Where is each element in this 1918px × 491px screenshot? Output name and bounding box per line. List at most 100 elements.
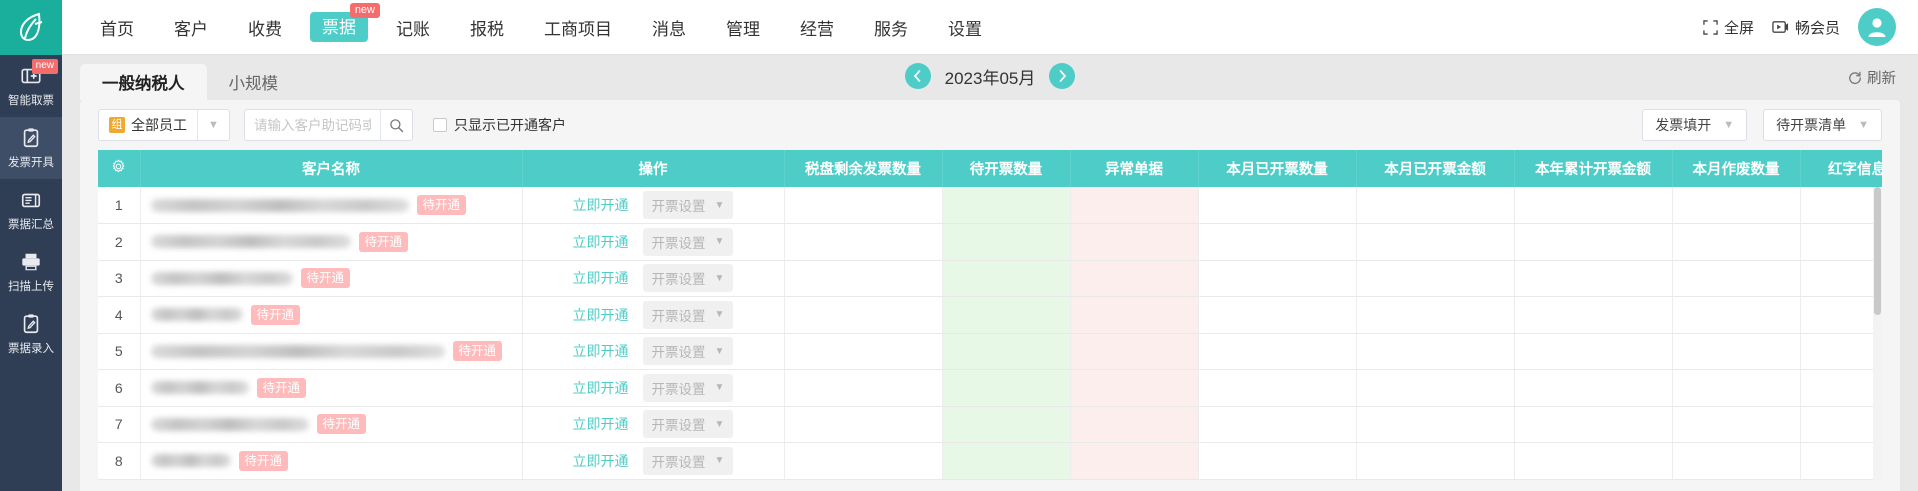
chevron-down-icon: ▼ xyxy=(714,455,725,467)
activate-now-link[interactable]: 立即开通 xyxy=(572,270,629,287)
customer-name-cell: 待开通 xyxy=(140,223,523,261)
table-row[interactable]: 5 待开通 立即开通 开票设置 ▼ xyxy=(98,333,1882,370)
table-header-c1[interactable]: 税盘剩余发票数量 xyxy=(784,150,943,187)
invoice-settings-button[interactable]: 开票设置 ▼ xyxy=(642,227,734,256)
cell-c3 xyxy=(1070,223,1199,261)
chevron-down-icon: ▼ xyxy=(714,345,725,357)
nav-item-3[interactable]: 票据 new xyxy=(302,0,380,55)
tab-1[interactable]: 小规模 xyxy=(228,75,279,93)
nav-item-label: 首页 xyxy=(100,19,134,39)
chevron-down-icon[interactable]: ▼ xyxy=(197,110,229,140)
printer-icon xyxy=(20,251,42,278)
activate-now-link[interactable]: 立即开通 xyxy=(572,452,629,469)
next-month-button[interactable] xyxy=(1049,63,1076,89)
operation-cell: 立即开通 开票设置 ▼ xyxy=(522,442,785,480)
cell-c3 xyxy=(1070,406,1199,443)
only-activated-checkbox-wrap[interactable]: 只显示已开通客户 xyxy=(433,115,566,135)
table-row[interactable]: 4 待开通 立即开通 开票设置 ▼ xyxy=(98,296,1882,334)
activate-now-link[interactable]: 立即开通 xyxy=(572,416,629,433)
toolbar-button-0[interactable]: 发票填开 ▼ xyxy=(1642,109,1748,141)
invoice-settings-button[interactable]: 开票设置 ▼ xyxy=(642,191,734,219)
toolbar-button-label: 待开票清单 xyxy=(1776,117,1847,133)
invoice-settings-button[interactable]: 开票设置 ▼ xyxy=(642,264,734,293)
employee-filter-select[interactable]: 组 全部员工 ▼ xyxy=(98,109,230,141)
table-header-name[interactable]: 客户名称 xyxy=(140,150,523,187)
prev-month-button[interactable] xyxy=(904,63,931,89)
nav-item-1[interactable]: 客户 xyxy=(154,0,228,55)
table-scrollbar[interactable] xyxy=(1873,187,1882,480)
only-activated-checkbox[interactable] xyxy=(433,118,447,132)
invoice-settings-button[interactable]: 开票设置 ▼ xyxy=(642,373,734,402)
row-index: 6 xyxy=(98,369,141,407)
table-row[interactable]: 3 待开通 立即开通 开票设置 ▼ xyxy=(98,260,1882,297)
chevron-down-icon: ▼ xyxy=(714,309,725,321)
cell-c3 xyxy=(1070,369,1199,407)
member-button[interactable]: 畅会员 xyxy=(1772,17,1840,38)
nav-item-10[interactable]: 服务 xyxy=(854,0,928,55)
activate-now-link[interactable]: 立即开通 xyxy=(572,379,629,396)
nav-item-2[interactable]: 收费 xyxy=(228,0,302,55)
nav-item-5[interactable]: 报税 xyxy=(450,0,524,55)
activate-now-link[interactable]: 立即开通 xyxy=(572,343,629,360)
operation-cell: 立即开通 开票设置 ▼ xyxy=(522,187,785,224)
table-header-c5[interactable]: 本月已开票金额 xyxy=(1356,150,1515,187)
chevron-down-icon: ▼ xyxy=(1723,119,1735,131)
nav-item-9[interactable]: 经营 xyxy=(780,0,854,55)
nav-item-7[interactable]: 消息 xyxy=(632,0,706,55)
chevron-down-icon: ▼ xyxy=(714,199,725,211)
table-header-c3[interactable]: 异常单据 xyxy=(1070,150,1199,187)
cell-c8 xyxy=(1800,187,1882,224)
sidebar-item-2[interactable]: 票据汇总 xyxy=(0,179,62,241)
table-header-c2[interactable]: 待开票数量 xyxy=(942,150,1071,187)
invoice-settings-button[interactable]: 开票设置 ▼ xyxy=(642,410,734,439)
search-input[interactable] xyxy=(245,110,380,140)
table-row[interactable]: 2 待开通 立即开通 开票设置 ▼ xyxy=(98,223,1882,261)
cell-c1 xyxy=(784,333,943,370)
chevron-left-icon xyxy=(913,70,921,82)
sidebar-item-label: 发票开具 xyxy=(8,156,54,169)
app-logo[interactable] xyxy=(0,0,62,55)
invoice-settings-button[interactable]: 开票设置 ▼ xyxy=(642,337,734,366)
nav-item-0[interactable]: 首页 xyxy=(80,0,154,55)
table-row[interactable]: 6 待开通 立即开通 开票设置 ▼ xyxy=(98,369,1882,407)
member-label: 畅会员 xyxy=(1794,19,1840,37)
table-header-c6[interactable]: 本年累计开票金额 xyxy=(1514,150,1673,187)
refresh-button[interactable]: 刷新 xyxy=(1848,67,1896,88)
status-badge: 待开通 xyxy=(300,268,351,289)
table-scrollbar-thumb[interactable] xyxy=(1874,187,1881,315)
sidebar-item-0[interactable]: 智能取票 new xyxy=(0,55,62,117)
cell-c5 xyxy=(1356,260,1515,297)
table-row[interactable]: 7 待开通 立即开通 开票设置 ▼ xyxy=(98,406,1882,443)
invoice-settings-button[interactable]: 开票设置 ▼ xyxy=(642,446,734,475)
table-row[interactable]: 8 待开通 立即开通 开票设置 ▼ xyxy=(98,442,1882,480)
table-header-gear[interactable] xyxy=(98,150,141,187)
current-month-label: 2023年05月 xyxy=(944,68,1036,88)
activate-now-link[interactable]: 立即开通 xyxy=(572,233,629,250)
refresh-icon xyxy=(1849,71,1861,84)
fullscreen-button[interactable]: 全屏 xyxy=(1703,17,1754,38)
sidebar-item-4[interactable]: 票据录入 xyxy=(0,303,62,365)
toolbar-button-1[interactable]: 待开票清单 ▼ xyxy=(1763,109,1882,141)
nav-item-label: 经营 xyxy=(800,19,834,39)
nav-item-label: 消息 xyxy=(652,19,686,39)
table-header-c7[interactable]: 本月作废数量 xyxy=(1672,150,1801,187)
avatar[interactable] xyxy=(1858,8,1896,46)
sidebar-item-1[interactable]: 发票开具 xyxy=(0,117,62,179)
table-header-c8[interactable]: 红字信息单 xyxy=(1800,150,1882,187)
nav-item-4[interactable]: 记账 xyxy=(376,0,450,55)
nav-item-6[interactable]: 工商项目 xyxy=(524,0,632,55)
tab-0[interactable]: 一般纳税人 xyxy=(80,64,207,100)
invoice-settings-button[interactable]: 开票设置 ▼ xyxy=(642,300,734,329)
table-header-c4[interactable]: 本月已开票数量 xyxy=(1198,150,1357,187)
nav-item-8[interactable]: 管理 xyxy=(706,0,780,55)
cell-c7 xyxy=(1672,260,1801,297)
table-row[interactable]: 1 待开通 立即开通 开票设置 ▼ xyxy=(98,187,1882,224)
search-button[interactable] xyxy=(380,110,412,140)
nav-item-11[interactable]: 设置 xyxy=(928,0,1002,55)
table-header-op[interactable]: 操作 xyxy=(522,150,785,187)
sidebar-item-3[interactable]: 扫描上传 xyxy=(0,241,62,303)
activate-now-link[interactable]: 立即开通 xyxy=(572,197,629,213)
search-icon xyxy=(390,118,404,132)
activate-now-link[interactable]: 立即开通 xyxy=(572,306,629,323)
